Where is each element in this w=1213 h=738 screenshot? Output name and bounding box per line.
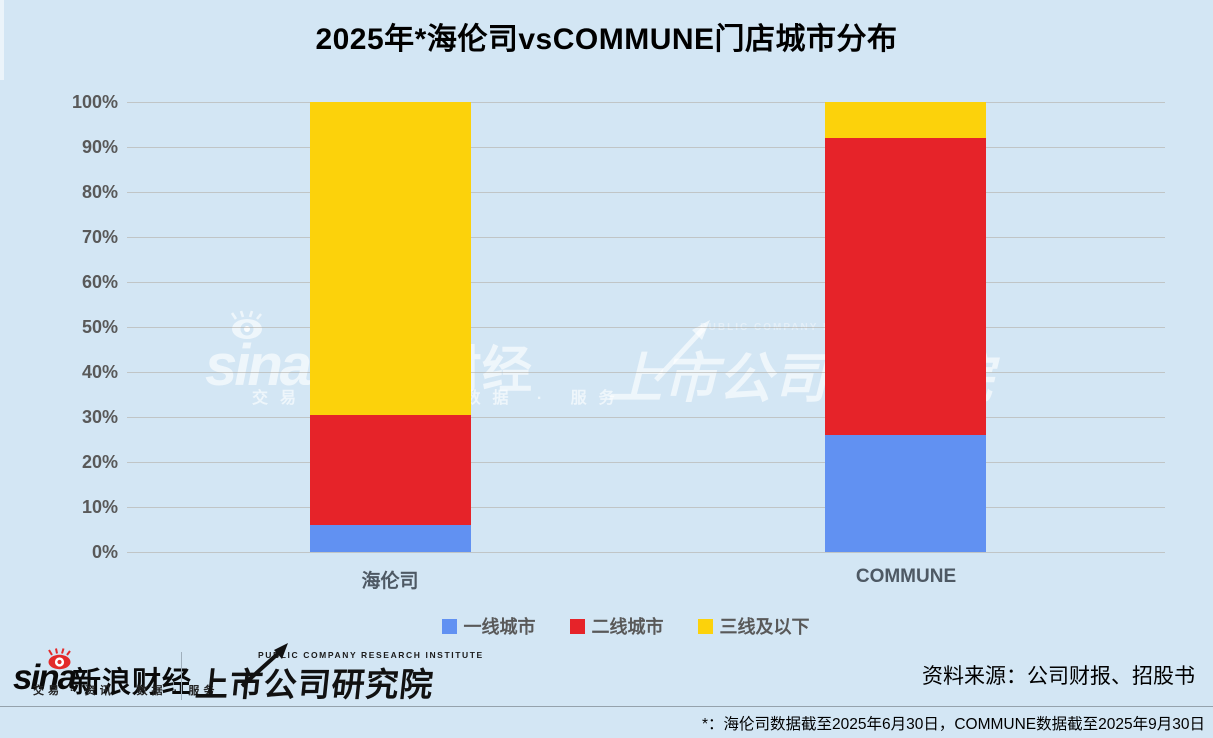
gridline bbox=[127, 462, 1165, 463]
stacked-bar-helens bbox=[310, 102, 471, 552]
footer-divider bbox=[181, 652, 182, 700]
stacked-bar-commune bbox=[825, 102, 986, 552]
y-tick-label: 50% bbox=[81, 317, 118, 337]
y-tick-label: 80% bbox=[81, 182, 118, 202]
category-label: COMMUNE bbox=[855, 566, 957, 587]
gridline bbox=[127, 237, 1165, 238]
sina-tagline: 交易 · 资讯 · 数据 · 服务 bbox=[33, 685, 219, 697]
gridline bbox=[127, 417, 1165, 418]
gridline bbox=[127, 507, 1165, 508]
legend-item: 三线及以下 bbox=[697, 613, 810, 639]
legend-label: 一线城市 bbox=[463, 617, 536, 637]
institute-arrow-icon bbox=[236, 642, 296, 693]
legend-label: 三线及以下 bbox=[719, 617, 810, 637]
gridline bbox=[127, 282, 1165, 283]
y-tick-label: 0% bbox=[91, 542, 118, 562]
y-axis: 0% 10% 20% 30% 40% 50% 60% 70% 80% 90% 100% bbox=[0, 92, 118, 562]
y-tick-label: 20% bbox=[81, 452, 118, 472]
y-tick-label: 70% bbox=[81, 227, 118, 247]
sina-brand-text: 新浪财经 bbox=[72, 667, 193, 699]
bar-segment bbox=[825, 138, 986, 435]
data-source-text: 资料来源：公司财报、招股书 bbox=[922, 665, 1195, 688]
institute-en-text: PUBLIC COMPANY RESEARCH INSTITUTE bbox=[258, 650, 484, 660]
bar-segment bbox=[310, 525, 471, 552]
gridline bbox=[127, 372, 1165, 373]
legend: 一线城市 二线城市 三线及以下 bbox=[441, 613, 810, 639]
gridline bbox=[127, 102, 1165, 103]
y-tick-label: 10% bbox=[81, 497, 118, 517]
legend-item: 二线城市 bbox=[569, 613, 664, 639]
y-tick-label: 30% bbox=[81, 407, 118, 427]
gridline bbox=[127, 147, 1165, 148]
y-tick-label: 90% bbox=[81, 137, 118, 157]
sina-eye-icon bbox=[46, 648, 74, 675]
y-tick-label: 100% bbox=[71, 92, 118, 112]
plot-area bbox=[127, 102, 1165, 553]
bar-segment bbox=[310, 414, 471, 525]
legend-swatch-icon bbox=[697, 618, 713, 634]
chart-title: 2025年*海伦司vsCOMMUNE门店城市分布 bbox=[315, 23, 898, 56]
y-tick-label: 40% bbox=[81, 362, 118, 382]
legend-label: 二线城市 bbox=[591, 617, 664, 637]
legend-item: 一线城市 bbox=[441, 613, 536, 639]
gridline bbox=[127, 192, 1165, 193]
footer: sina 新浪财经 交易 · 资讯 · 数据 · 服务 PUBLIC COMPA… bbox=[0, 643, 1213, 738]
footnote-divider bbox=[0, 706, 1213, 707]
legend-swatch-icon bbox=[569, 618, 585, 634]
y-tick-label: 60% bbox=[81, 272, 118, 292]
footnote-text: *：海伦司数据截至2025年6月30日，COMMUNE数据截至2025年9月30… bbox=[701, 716, 1205, 733]
bar-segment bbox=[310, 102, 471, 415]
legend-swatch-icon bbox=[441, 618, 457, 634]
category-label: 海伦司 bbox=[361, 571, 419, 592]
institute-cn-logo: 上市公司研究院 bbox=[193, 666, 436, 703]
bar-segment bbox=[825, 435, 986, 552]
bar-segment bbox=[825, 102, 986, 138]
gridline bbox=[127, 552, 1165, 553]
gridline bbox=[127, 327, 1165, 328]
